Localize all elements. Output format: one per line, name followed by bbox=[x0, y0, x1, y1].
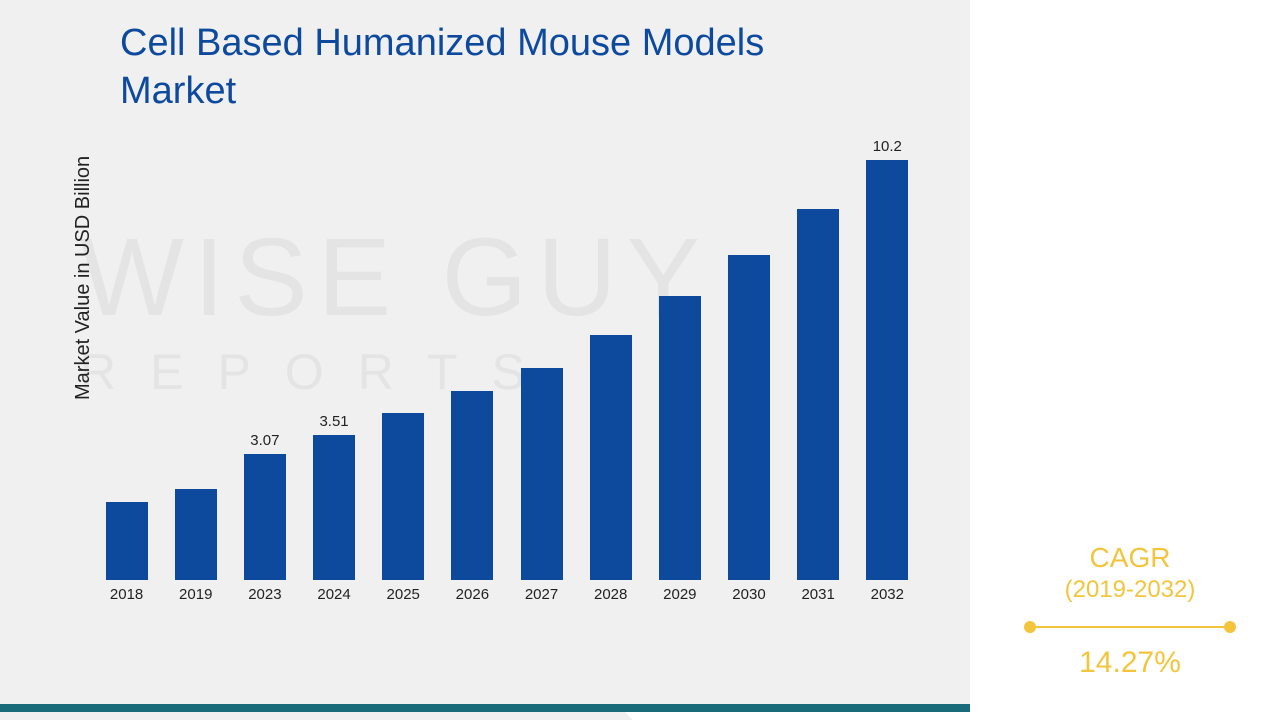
bottom-strip bbox=[0, 704, 970, 712]
bar bbox=[659, 296, 701, 580]
bar-value-label: 3.51 bbox=[319, 413, 348, 431]
x-label: 2026 bbox=[442, 586, 502, 610]
x-label: 2024 bbox=[304, 586, 364, 610]
bars-container: 3.073.5110.2 bbox=[92, 160, 922, 580]
logo-main-text: WISE GUY bbox=[1022, 18, 1170, 50]
bar-2032: 10.2 bbox=[857, 138, 917, 580]
x-label: 2028 bbox=[581, 586, 641, 610]
bar-2030 bbox=[719, 233, 779, 580]
bar bbox=[175, 489, 217, 580]
bar-2019 bbox=[166, 467, 226, 580]
bar-2024: 3.51 bbox=[304, 413, 364, 580]
x-label: 2019 bbox=[166, 586, 226, 610]
bar-2025 bbox=[373, 391, 433, 580]
x-label: 2030 bbox=[719, 586, 779, 610]
logo-head-icon bbox=[1180, 16, 1260, 96]
bar-2027 bbox=[512, 346, 572, 580]
x-label: 2025 bbox=[373, 586, 433, 610]
bar-2018 bbox=[97, 480, 157, 580]
x-label: 2031 bbox=[788, 586, 848, 610]
bar-2023: 3.07 bbox=[235, 432, 295, 580]
bar-value-label: 10.2 bbox=[873, 138, 902, 156]
cagr-value: 14.27% bbox=[1010, 646, 1250, 680]
brand-logo: WISE GUY REPORTS bbox=[1022, 18, 1170, 66]
bar bbox=[866, 160, 908, 580]
x-axis-labels: 2018 2019 2023 2024 2025 2026 2027 2028 2029 2030… bbox=[92, 586, 922, 610]
cagr-title: CAGR bbox=[1010, 542, 1250, 574]
report-canvas: WISE GUY REPORTS Cell Based Humanized Mo… bbox=[0, 0, 1280, 720]
bar bbox=[728, 255, 770, 580]
x-label: 2027 bbox=[512, 586, 572, 610]
bar bbox=[521, 368, 563, 580]
cagr-divider bbox=[1030, 626, 1230, 628]
bar bbox=[382, 413, 424, 580]
cagr-box: CAGR (2019-2032) 14.27% bbox=[1010, 542, 1250, 680]
x-label: 2023 bbox=[235, 586, 295, 610]
logo-sub-text: REPORTS bbox=[1022, 48, 1170, 66]
bar bbox=[244, 454, 286, 580]
bar bbox=[106, 502, 148, 580]
bar-value-label: 3.07 bbox=[250, 432, 279, 450]
bar bbox=[797, 209, 839, 580]
bar-chart: 3.073.5110.2 201820192023202420252026202… bbox=[92, 160, 922, 610]
bar-2028 bbox=[581, 313, 641, 580]
bar-2026 bbox=[442, 369, 502, 580]
bar-2031 bbox=[788, 187, 848, 580]
bar-2029 bbox=[650, 274, 710, 580]
x-label: 2032 bbox=[857, 586, 917, 610]
bar bbox=[590, 335, 632, 580]
cagr-years: (2019-2032) bbox=[1010, 576, 1250, 604]
x-label: 2029 bbox=[650, 586, 710, 610]
chart-title: Cell Based Humanized Mouse Models Market bbox=[120, 20, 840, 115]
x-label: 2018 bbox=[97, 586, 157, 610]
bar bbox=[451, 391, 493, 580]
main-area: WISE GUY REPORTS Cell Based Humanized Mo… bbox=[0, 0, 970, 712]
bar bbox=[313, 435, 355, 580]
